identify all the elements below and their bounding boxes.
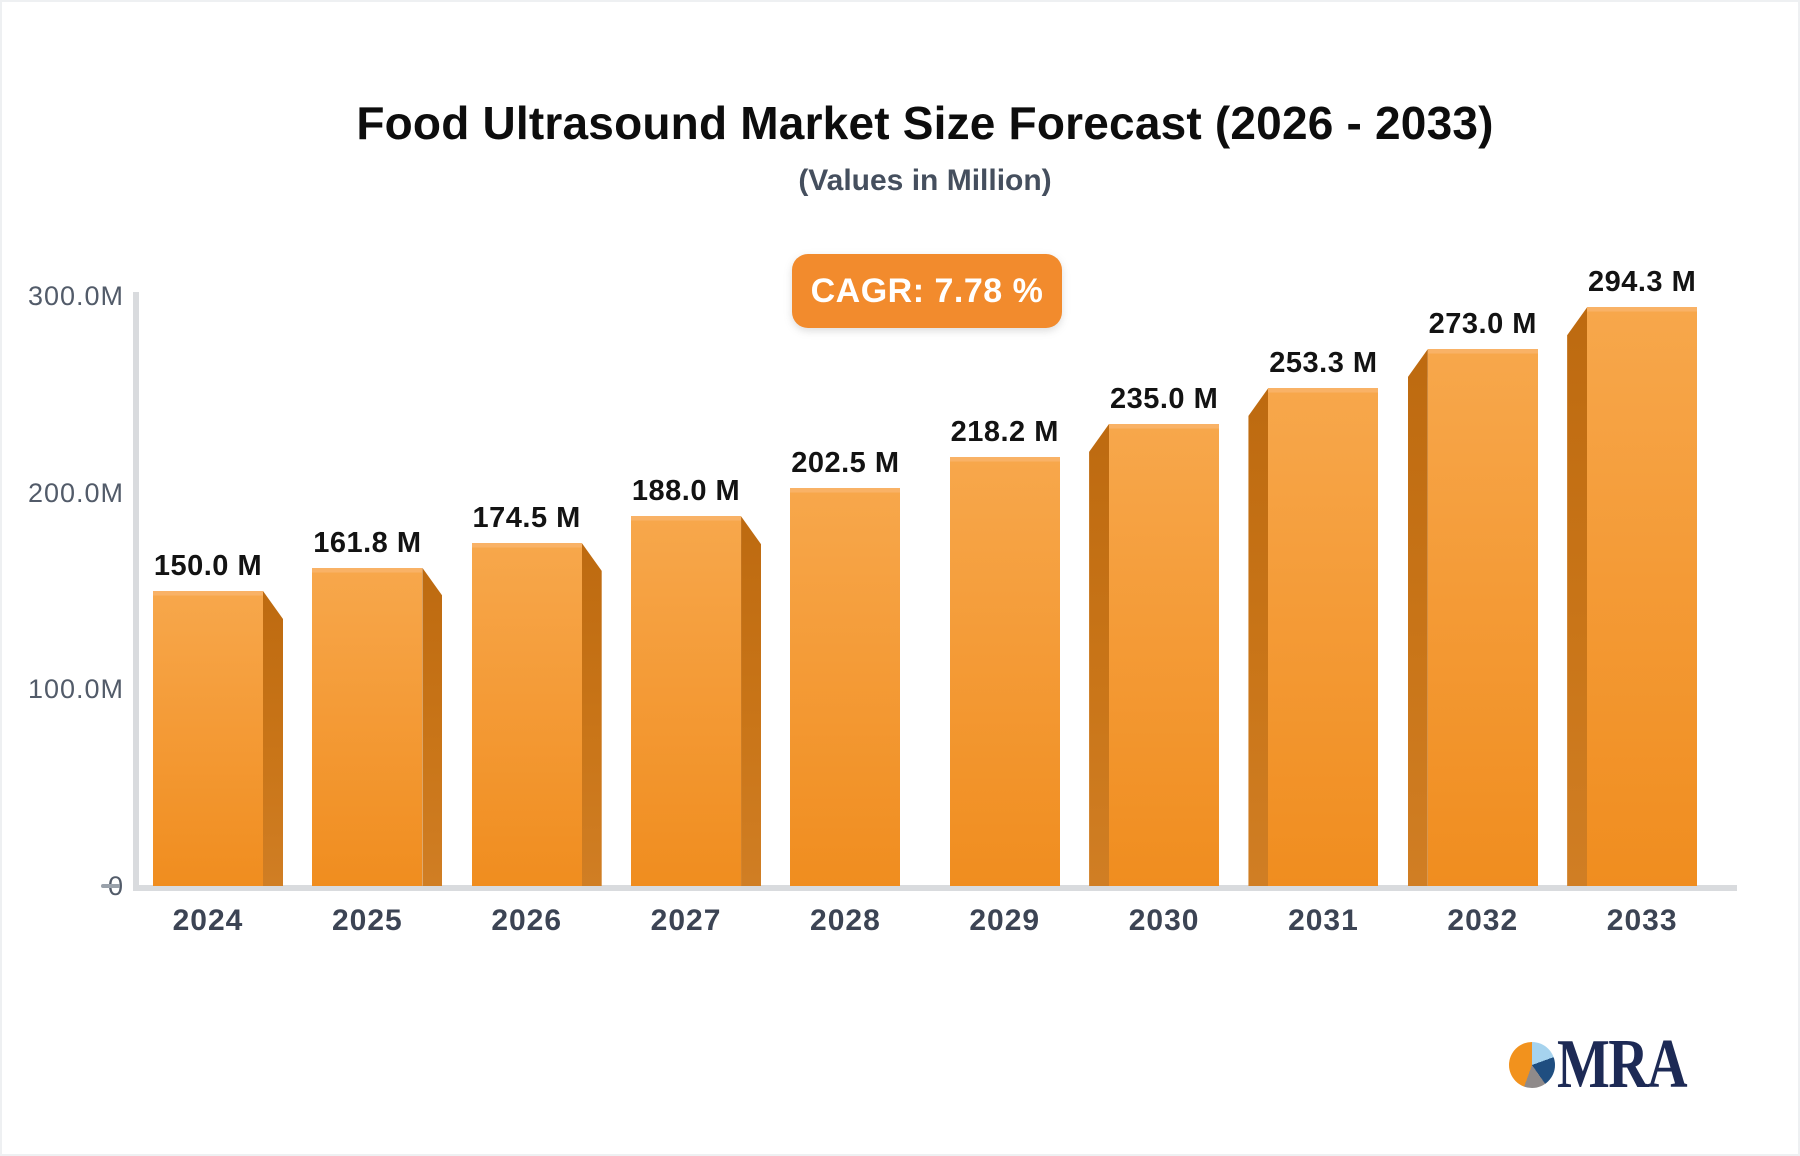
- bar-value-label-2031: 253.3 M: [1269, 346, 1378, 379]
- x-axis-label-2029: 2029: [969, 904, 1041, 937]
- x-axis-label-2024: 2024: [172, 904, 244, 937]
- bar-value-label-2033: 294.3 M: [1587, 266, 1697, 299]
- bar-value-label-2028: 202.5 M: [791, 446, 900, 479]
- y-axis-tick-label: 200.0M: [27, 477, 124, 508]
- chart-header: Food Ultrasound Market Size Forecast (20…: [52, 96, 1798, 198]
- pie-chart-logo-icon: [1509, 1042, 1555, 1088]
- bar-3d-side-2031: [1248, 387, 1269, 886]
- bar-value-label-2024: 150.0 M: [153, 550, 263, 582]
- bar-3d-side-2030: [1089, 423, 1110, 886]
- cagr-badge-label: CAGR: 7.78 %: [810, 271, 1044, 310]
- brand-logo-text: MRA: [1557, 1026, 1688, 1103]
- x-axis-label-2027: 2027: [650, 904, 722, 937]
- bar-2026: [471, 542, 582, 886]
- bar-3d-side-2027: [741, 516, 762, 886]
- cagr-badge: CAGR: 7.78 %: [792, 254, 1062, 328]
- bar-2025: [312, 567, 423, 886]
- x-axis-line: [133, 885, 1737, 891]
- x-axis-label-2025: 2025: [331, 904, 403, 937]
- x-axis-label-2033: 2033: [1606, 904, 1678, 937]
- bar-value-label-2030: 235.0 M: [1109, 382, 1219, 415]
- y-axis-line: [133, 292, 139, 891]
- bar-3d-side-2032: [1407, 349, 1428, 886]
- bar-2027: [631, 516, 742, 886]
- bar-2031: [1268, 387, 1379, 886]
- bar-2029: [949, 456, 1060, 886]
- y-axis-zero-tick: [101, 884, 120, 888]
- x-axis-label-2028: 2028: [810, 904, 881, 937]
- brand-logo: MRA: [1509, 1026, 1718, 1103]
- bar-2032: [1427, 349, 1538, 886]
- chart-title: Food Ultrasound Market Size Forecast (20…: [356, 97, 1494, 149]
- bar-value-label-2032: 273.0 M: [1428, 308, 1537, 341]
- bar-3d-side-2026: [581, 542, 602, 886]
- y-axis-tick-label: 300.0M: [27, 281, 124, 311]
- bar-2024: [153, 591, 263, 886]
- bar-value-label-2027: 188.0 M: [631, 475, 741, 508]
- bar-value-label-2026: 174.5 M: [472, 501, 581, 534]
- bar-3d-side-2024: [263, 591, 283, 886]
- bar-3d-side-2025: [422, 567, 443, 886]
- bar-3d-side-2033: [1567, 307, 1588, 886]
- bar-2028: [790, 487, 901, 886]
- x-axis-label-2030: 2030: [1128, 904, 1200, 937]
- bar-value-label-2029: 218.2 M: [950, 415, 1059, 448]
- bar-2030: [1109, 423, 1220, 886]
- chart-subtitle: (Values in Million): [798, 164, 1052, 197]
- bar-2033: [1587, 307, 1698, 886]
- y-axis-tick-label: 100.0M: [27, 674, 124, 705]
- bar-value-label-2025: 161.8 M: [313, 526, 422, 559]
- x-axis-label-2032: 2032: [1447, 904, 1519, 937]
- x-axis-label-2031: 2031: [1288, 904, 1359, 937]
- x-axis-label-2026: 2026: [491, 904, 563, 937]
